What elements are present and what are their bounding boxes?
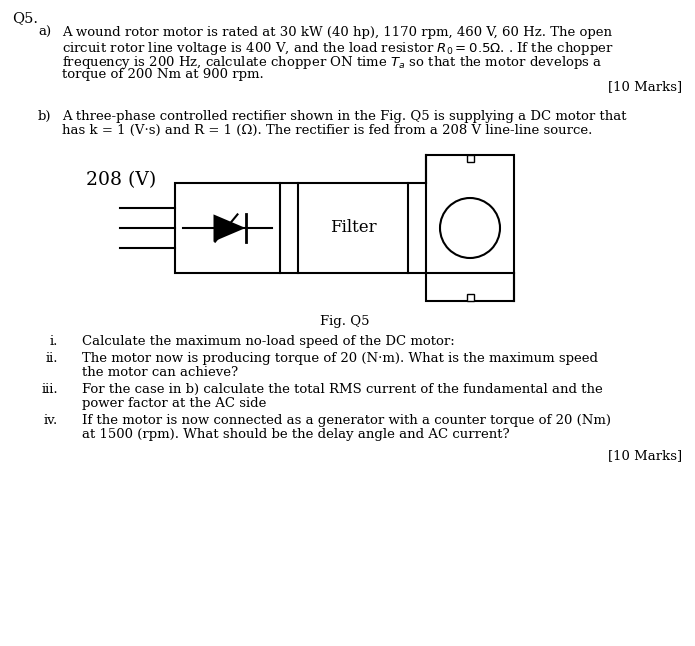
- Text: torque of 200 Nm at 900 rpm.: torque of 200 Nm at 900 rpm.: [62, 68, 263, 81]
- Text: the motor can achieve?: the motor can achieve?: [82, 366, 238, 379]
- Text: [10 Marks]: [10 Marks]: [608, 449, 682, 462]
- Text: circuit rotor line voltage is 400 V, and the load resistor $R_0 = 0.5\Omega$. . : circuit rotor line voltage is 400 V, and…: [62, 40, 614, 57]
- Bar: [466, 294, 473, 301]
- Bar: [175, 183, 280, 273]
- Text: iii.: iii.: [42, 383, 58, 396]
- Text: power factor at the AC side: power factor at the AC side: [82, 397, 266, 410]
- Text: A wound rotor motor is rated at 30 kW (40 hp), 1170 rpm, 460 V, 60 Hz. The open: A wound rotor motor is rated at 30 kW (4…: [62, 26, 612, 39]
- Text: Fig. Q5: Fig. Q5: [320, 315, 369, 328]
- Text: iv.: iv.: [44, 414, 58, 427]
- Text: has k = 1 (V·s) and R = 1 (Ω). The rectifier is fed from a 208 V line-line sourc: has k = 1 (V·s) and R = 1 (Ω). The recti…: [62, 124, 592, 137]
- Text: A three-phase controlled rectifier shown in the Fig. Q5 is supplying a DC motor : A three-phase controlled rectifier shown…: [62, 110, 626, 123]
- Bar: [426, 155, 514, 301]
- Bar: [298, 183, 408, 273]
- Text: frequency is 200 Hz, calculate chopper ON time $T_a$ so that the motor develops : frequency is 200 Hz, calculate chopper O…: [62, 54, 603, 71]
- Text: If the motor is now connected as a generator with a counter torque of 20 (Nm): If the motor is now connected as a gener…: [82, 414, 611, 427]
- Text: 208 (V): 208 (V): [86, 171, 156, 189]
- Text: [10 Marks]: [10 Marks]: [608, 80, 682, 93]
- Text: Calculate the maximum no-load speed of the DC motor:: Calculate the maximum no-load speed of t…: [82, 335, 455, 348]
- Text: Q5.: Q5.: [12, 11, 38, 25]
- Bar: [466, 155, 473, 162]
- Text: ii.: ii.: [45, 352, 58, 365]
- Text: Filter: Filter: [329, 220, 376, 236]
- Text: b): b): [38, 110, 51, 123]
- Text: at 1500 (rpm). What should be the delay angle and AC current?: at 1500 (rpm). What should be the delay …: [82, 428, 509, 441]
- Text: a): a): [38, 26, 51, 39]
- Text: i.: i.: [49, 335, 58, 348]
- Text: The motor now is producing torque of 20 (N·m). What is the maximum speed: The motor now is producing torque of 20 …: [82, 352, 598, 365]
- Polygon shape: [213, 214, 245, 242]
- Circle shape: [440, 198, 500, 258]
- Text: For the case in b) calculate the total RMS current of the fundamental and the: For the case in b) calculate the total R…: [82, 383, 603, 396]
